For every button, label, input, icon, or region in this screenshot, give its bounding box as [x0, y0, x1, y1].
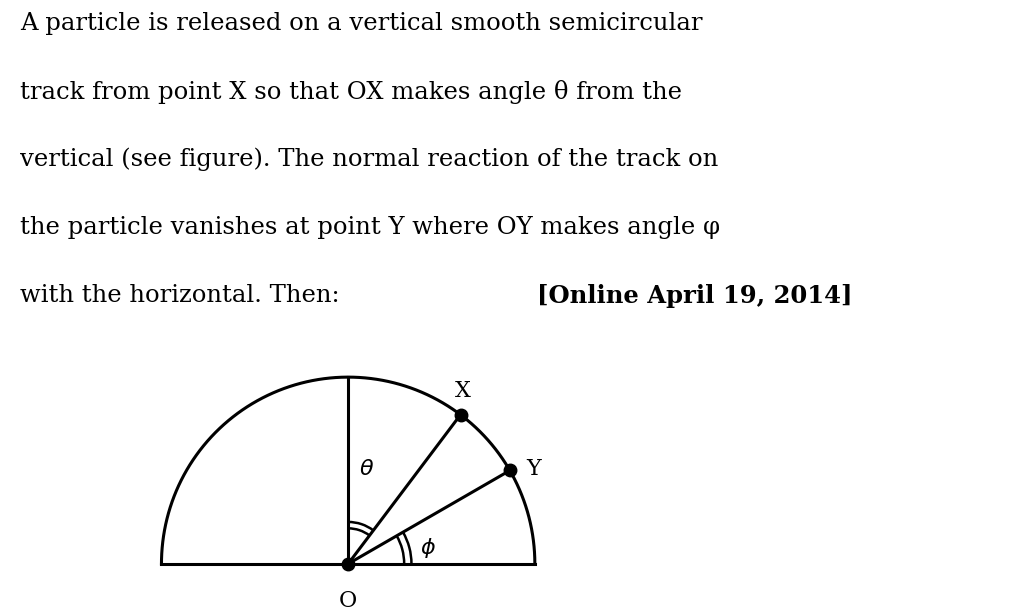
- Text: the particle vanishes at point Y where OY makes angle φ: the particle vanishes at point Y where O…: [20, 216, 721, 239]
- Text: $\phi$: $\phi$: [421, 536, 436, 560]
- Text: Y: Y: [526, 458, 542, 480]
- Text: track from point X so that OX makes angle θ from the: track from point X so that OX makes angl…: [20, 80, 682, 104]
- Text: vertical (see figure). The normal reaction of the track on: vertical (see figure). The normal reacti…: [20, 148, 719, 172]
- Text: O: O: [339, 590, 357, 611]
- Text: X: X: [455, 379, 470, 401]
- Text: with the horizontal. Then:: with the horizontal. Then:: [20, 284, 340, 307]
- Text: A particle is released on a vertical smooth semicircular: A particle is released on a vertical smo…: [20, 12, 703, 35]
- Text: $\theta$: $\theta$: [359, 458, 375, 480]
- Text: [Online April 19, 2014]: [Online April 19, 2014]: [537, 284, 853, 307]
